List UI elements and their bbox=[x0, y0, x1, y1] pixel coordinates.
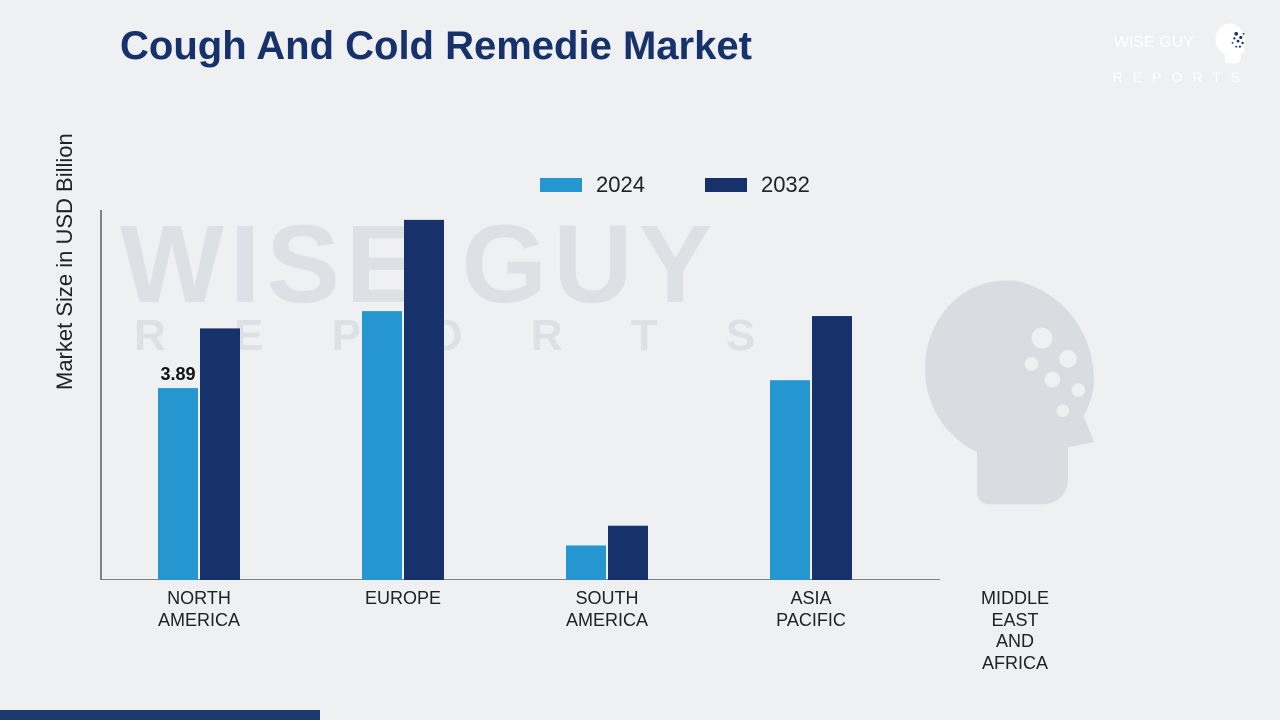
chart-title: Cough And Cold Remedie Market bbox=[120, 24, 752, 69]
legend-item-2032: 2032 bbox=[705, 172, 810, 198]
category-label: NORTHAMERICA bbox=[139, 588, 259, 631]
legend-swatch-2032 bbox=[705, 178, 747, 192]
bar-2024 bbox=[770, 380, 810, 580]
bar-value-label: 3.89 bbox=[160, 364, 195, 385]
bar-2032 bbox=[404, 220, 444, 580]
legend: 2024 2032 bbox=[540, 172, 810, 198]
category-label: MIDDLEEASTANDAFRICA bbox=[955, 588, 1075, 674]
stage: WISE GUY REPORTS WISE GUY R E P O R T S … bbox=[0, 0, 1280, 720]
y-axis-label: Market Size in USD Billion bbox=[52, 133, 78, 390]
bar-2032 bbox=[608, 526, 648, 580]
bar-2024 bbox=[362, 311, 402, 580]
legend-swatch-2024 bbox=[540, 178, 582, 192]
brand-line1: WISE GUY bbox=[1114, 34, 1194, 51]
legend-label-2032: 2032 bbox=[761, 172, 810, 198]
bar-2024 bbox=[566, 545, 606, 580]
category-label: SOUTHAMERICA bbox=[547, 588, 667, 631]
footer-accent-bar bbox=[0, 710, 320, 720]
legend-label-2024: 2024 bbox=[596, 172, 645, 198]
category-label: EUROPE bbox=[343, 588, 463, 610]
category-label: ASIAPACIFIC bbox=[751, 588, 871, 631]
bar-chart bbox=[100, 210, 940, 580]
legend-item-2024: 2024 bbox=[540, 172, 645, 198]
brand-head-icon bbox=[1204, 20, 1250, 66]
brand-logo: WISE GUY REPORTS bbox=[1113, 20, 1250, 84]
bar-2024 bbox=[158, 388, 198, 580]
bar-2032 bbox=[200, 328, 240, 580]
bar-2032 bbox=[812, 316, 852, 580]
brand-line2: REPORTS bbox=[1113, 70, 1250, 84]
